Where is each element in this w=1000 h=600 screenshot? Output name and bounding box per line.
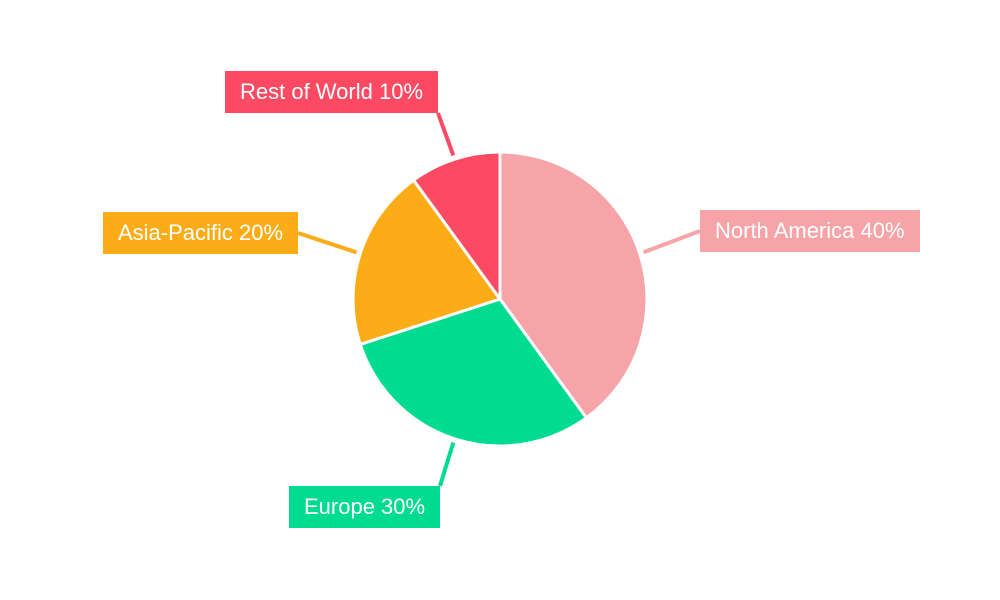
leader-line-europe [438, 442, 456, 487]
pie-slice-rest-of-world[interactable] [412, 150, 502, 301]
pie-label-asia-pacific: Asia-Pacific 20% [103, 212, 299, 254]
pie-label-north-america: North America 40% [700, 210, 920, 252]
pie-label-rest-of-world: Rest of World 10% [225, 71, 439, 113]
pie-slice-asia-pacific[interactable] [351, 178, 502, 346]
leader-line-rest-of-world [436, 112, 456, 157]
pie-slice-north-america[interactable] [498, 150, 649, 420]
pie-slice-europe[interactable] [358, 297, 588, 448]
leader-line-asia-pacific [297, 231, 358, 255]
leader-line-north-america [642, 229, 701, 255]
pie-label-europe: Europe 30% [289, 486, 441, 528]
